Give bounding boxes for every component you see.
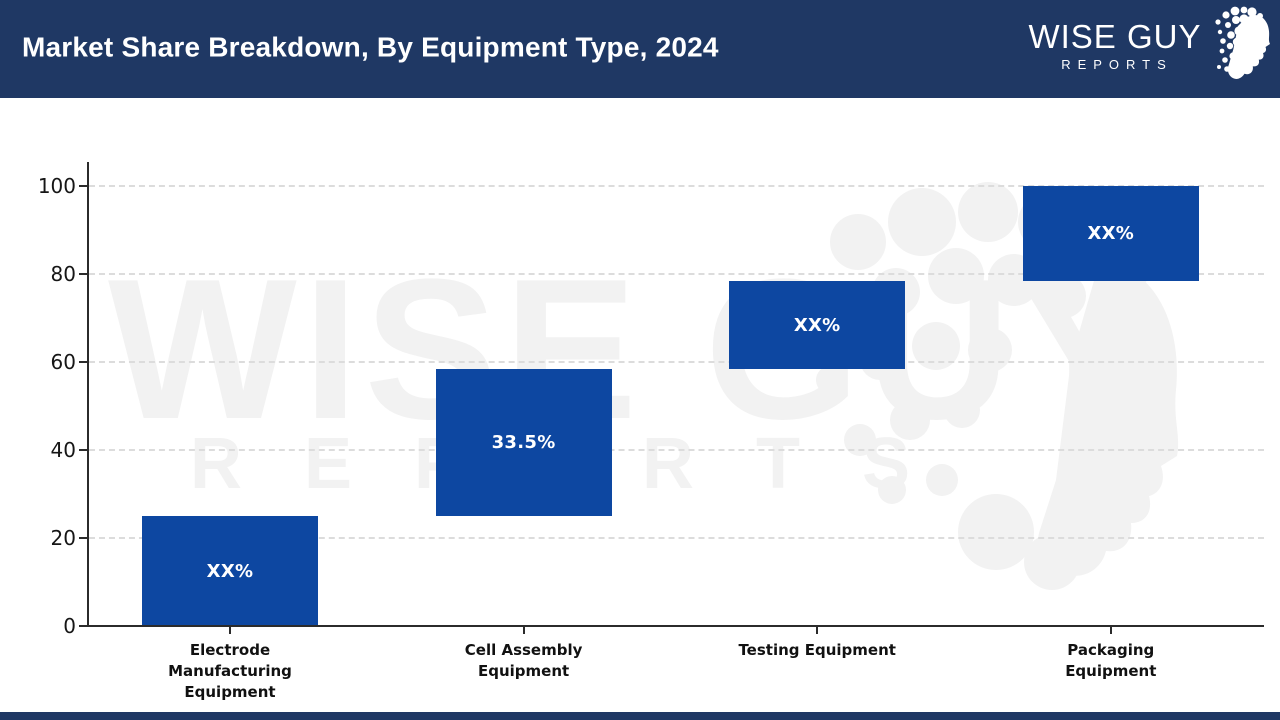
x-axis-label: Electrode Manufacturing Equipment — [100, 640, 360, 703]
x-tick-mark — [522, 627, 525, 634]
x-axis-label: Cell Assembly Equipment — [394, 640, 654, 682]
x-axis-label-line: Packaging — [1067, 641, 1155, 659]
x-tick-mark — [816, 627, 819, 634]
bar: XX% — [729, 281, 906, 369]
bar-value-label: XX% — [1087, 223, 1135, 245]
y-tick-mark — [79, 537, 87, 539]
gridline — [89, 537, 1264, 539]
y-tick-mark — [79, 185, 87, 187]
x-axis-label-line: Equipment — [1065, 662, 1157, 680]
bar: XX% — [1022, 186, 1199, 282]
x-axis-label: Testing Equipment — [687, 640, 947, 661]
bar-value-label: XX% — [206, 560, 254, 582]
x-tick-mark — [1109, 627, 1112, 634]
brand-logo-text: WISE GUY REPORTS — [1024, 20, 1206, 72]
x-axis-label-line: Cell Assembly — [464, 641, 583, 659]
gridline — [89, 449, 1264, 451]
y-tick-label: 80 — [50, 262, 76, 286]
x-tick-mark — [229, 627, 231, 634]
x-axis-label-line: Testing Equipment — [738, 641, 896, 659]
gridline — [89, 361, 1264, 363]
y-tick-label: 0 — [63, 614, 76, 638]
gridline — [89, 185, 1264, 187]
gridline — [89, 273, 1264, 275]
brand-logo: WISE GUY REPORTS — [1024, 6, 1272, 94]
y-tick-label: 20 — [50, 526, 76, 550]
y-tick-label: 60 — [50, 350, 76, 374]
brand-head-icon — [1215, 6, 1270, 79]
x-axis-label-line: Equipment — [477, 662, 570, 680]
x-axis-label-line: Electrode — [189, 641, 271, 659]
header-band: Market Share Breakdown, By Equipment Typ… — [0, 0, 1280, 98]
brand-name: WISE GUY — [1028, 18, 1202, 55]
bar-value-label: XX% — [793, 314, 841, 336]
y-tick-mark — [79, 625, 87, 627]
x-axis-label-line: Equipment — [184, 683, 276, 701]
bar-value-label: 33.5% — [491, 431, 556, 453]
y-tick-label: 100 — [37, 174, 76, 198]
page-title: Market Share Breakdown, By Equipment Typ… — [22, 31, 719, 63]
x-axis-label: Packaging Equipment — [981, 640, 1241, 682]
footer-band — [0, 712, 1280, 720]
bar: 33.5% — [435, 368, 612, 516]
y-axis-line — [87, 162, 89, 627]
y-tick-mark — [79, 361, 87, 363]
x-axis-line — [87, 625, 1264, 627]
bar: XX% — [142, 516, 318, 626]
y-tick-mark — [79, 449, 87, 451]
brand-subtitle: REPORTS — [1061, 57, 1173, 72]
x-axis-label-line: Manufacturing — [168, 662, 292, 680]
y-tick-mark — [79, 273, 87, 275]
y-tick-label: 40 — [50, 438, 76, 462]
